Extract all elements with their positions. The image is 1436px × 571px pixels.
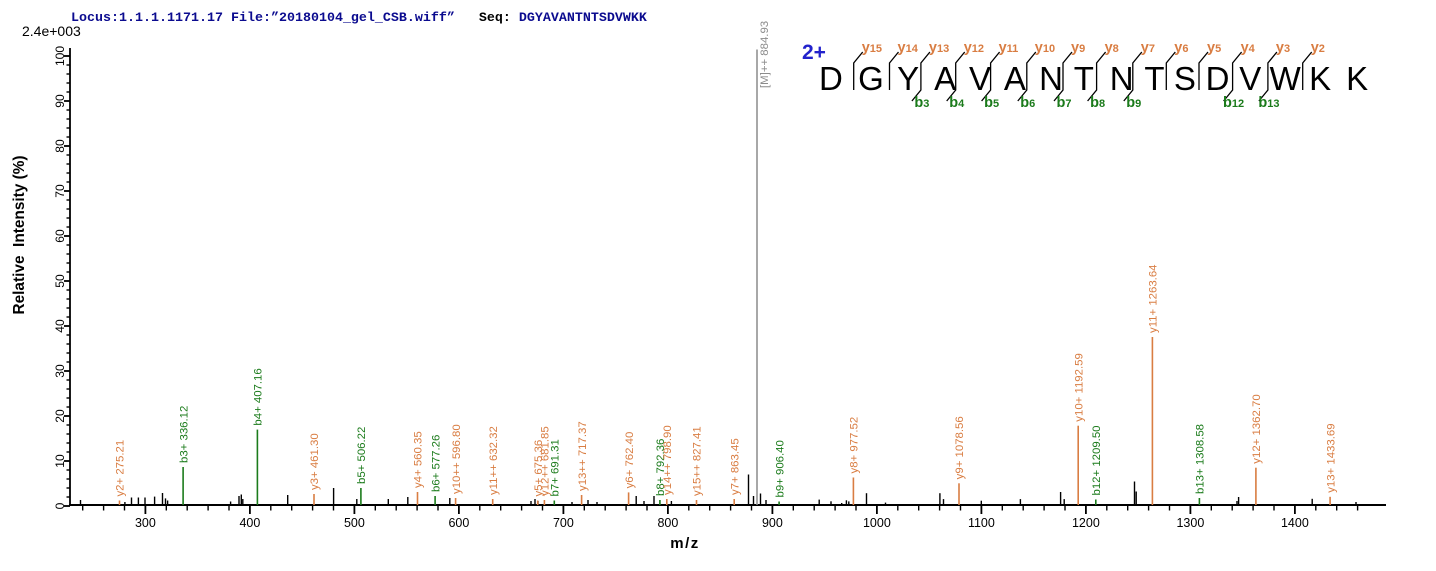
svg-text:60: 60 — [53, 229, 67, 243]
svg-text:y13++ 717.37: y13++ 717.37 — [577, 421, 589, 491]
svg-text:b9: b9 — [1126, 95, 1141, 111]
svg-text:b8+ 792.36: b8+ 792.36 — [655, 439, 667, 496]
svg-text:N: N — [1039, 60, 1063, 97]
svg-text:y15++ 827.41: y15++ 827.41 — [692, 426, 704, 496]
svg-text:y10+ 1192.59: y10+ 1192.59 — [1073, 353, 1085, 422]
svg-text:1300: 1300 — [1176, 516, 1204, 530]
svg-text:1000: 1000 — [863, 516, 891, 530]
svg-text:2+: 2+ — [802, 41, 826, 64]
svg-text:y2+ 275.21: y2+ 275.21 — [115, 440, 127, 497]
svg-text:90: 90 — [53, 94, 67, 108]
svg-text:1100: 1100 — [968, 516, 995, 530]
svg-text:300: 300 — [135, 516, 156, 530]
svg-text:y4: y4 — [1241, 40, 1256, 56]
svg-text:y8+ 977.52: y8+ 977.52 — [849, 417, 861, 474]
svg-text:G: G — [858, 60, 884, 97]
svg-text:50: 50 — [53, 274, 67, 288]
svg-text:m/z: m/z — [670, 535, 700, 552]
svg-text:y3: y3 — [1276, 40, 1290, 56]
svg-text:80: 80 — [53, 139, 67, 153]
svg-text:y8: y8 — [1105, 40, 1119, 56]
svg-text:y2: y2 — [1311, 40, 1325, 56]
svg-text:y14++ 798.90: y14++ 798.90 — [662, 425, 674, 495]
svg-text:40: 40 — [53, 319, 67, 333]
svg-text:600: 600 — [448, 516, 469, 530]
svg-text:y7: y7 — [1141, 40, 1155, 56]
svg-text:0: 0 — [53, 502, 67, 509]
svg-text:b6: b6 — [1020, 95, 1035, 111]
svg-text:y9: y9 — [1071, 40, 1085, 56]
svg-text:b4: b4 — [949, 95, 965, 111]
svg-text:V: V — [1239, 60, 1261, 97]
svg-text:b12: b12 — [1223, 95, 1244, 111]
svg-text:y12+ 1362.70: y12+ 1362.70 — [1251, 394, 1263, 463]
svg-text:N: N — [1110, 60, 1134, 97]
svg-text:A: A — [934, 60, 956, 97]
svg-text:V: V — [969, 60, 991, 97]
svg-text:Y: Y — [897, 60, 919, 97]
svg-text:y13+ 1433.69: y13+ 1433.69 — [1325, 423, 1337, 492]
svg-text:y13: y13 — [929, 40, 949, 56]
svg-text:400: 400 — [239, 516, 260, 530]
svg-text:100: 100 — [53, 46, 67, 66]
svg-text:y5+ 675.36: y5+ 675.36 — [533, 440, 545, 497]
svg-text:b13: b13 — [1258, 95, 1279, 111]
svg-text:y7+ 863.45: y7+ 863.45 — [729, 438, 741, 495]
svg-text:S: S — [1174, 60, 1196, 97]
svg-text:10: 10 — [53, 454, 67, 468]
svg-text:900: 900 — [762, 516, 783, 530]
svg-text:1400: 1400 — [1281, 516, 1309, 530]
svg-text:y12: y12 — [964, 40, 984, 56]
svg-text:y12++ 681.85: y12++ 681.85 — [540, 426, 552, 496]
svg-text:b12+ 1209.50: b12+ 1209.50 — [1091, 426, 1103, 496]
svg-text:y11: y11 — [999, 40, 1019, 56]
svg-text:b9+ 906.40: b9+ 906.40 — [774, 440, 786, 497]
svg-text:y3+ 461.30: y3+ 461.30 — [309, 433, 321, 490]
svg-text:A: A — [1004, 60, 1026, 97]
svg-text:b5+ 506.22: b5+ 506.22 — [356, 427, 368, 484]
svg-text:500: 500 — [344, 516, 365, 530]
svg-text:D: D — [1206, 60, 1230, 97]
svg-text:y15: y15 — [862, 40, 882, 56]
svg-text:b6+ 577.26: b6+ 577.26 — [430, 435, 442, 492]
svg-text:y11+ 1263.64: y11+ 1263.64 — [1148, 264, 1160, 333]
svg-text:20: 20 — [53, 409, 67, 423]
svg-text:2.4e+003: 2.4e+003 — [22, 23, 81, 39]
svg-text:y11++ 632.32: y11++ 632.32 — [488, 426, 500, 495]
svg-text:K: K — [1346, 60, 1368, 97]
svg-text:800: 800 — [657, 516, 678, 530]
svg-text:30: 30 — [53, 364, 67, 378]
svg-text:y4+ 560.35: y4+ 560.35 — [413, 431, 425, 488]
svg-text:b8: b8 — [1090, 95, 1105, 111]
svg-text:Relative Intensity (%): Relative Intensity (%) — [11, 155, 28, 314]
svg-text:b4+ 407.16: b4+ 407.16 — [253, 368, 265, 425]
svg-text:y14: y14 — [898, 40, 919, 56]
svg-text:b7+ 691.31: b7+ 691.31 — [550, 439, 562, 496]
svg-text:y6+ 762.40: y6+ 762.40 — [624, 432, 636, 489]
svg-text:D: D — [819, 60, 843, 97]
svg-text:T: T — [1074, 60, 1094, 97]
svg-text:b5: b5 — [984, 95, 999, 111]
svg-text:y6: y6 — [1174, 40, 1188, 56]
svg-text:W: W — [1270, 60, 1302, 97]
svg-text:y10++ 596.80: y10++ 596.80 — [451, 424, 463, 494]
svg-text:b13+ 1308.58: b13+ 1308.58 — [1195, 424, 1207, 494]
svg-text:y9+ 1078.56: y9+ 1078.56 — [954, 416, 966, 479]
svg-text:K: K — [1309, 60, 1331, 97]
svg-text:700: 700 — [553, 516, 574, 530]
svg-text:[M]++ 884.93: [M]++ 884.93 — [759, 21, 771, 88]
svg-text:1200: 1200 — [1072, 516, 1100, 530]
svg-text:Locus:1.1.1.1171.17 File:”2018: Locus:1.1.1.1171.17 File:”20180104_gel_C… — [71, 11, 647, 26]
svg-text:y5: y5 — [1207, 40, 1221, 56]
svg-text:T: T — [1144, 60, 1164, 97]
svg-text:b7: b7 — [1057, 95, 1072, 111]
svg-text:y10: y10 — [1035, 40, 1055, 56]
svg-text:b3+ 336.12: b3+ 336.12 — [178, 406, 190, 463]
svg-text:b3: b3 — [914, 95, 929, 111]
svg-text:70: 70 — [53, 184, 67, 198]
